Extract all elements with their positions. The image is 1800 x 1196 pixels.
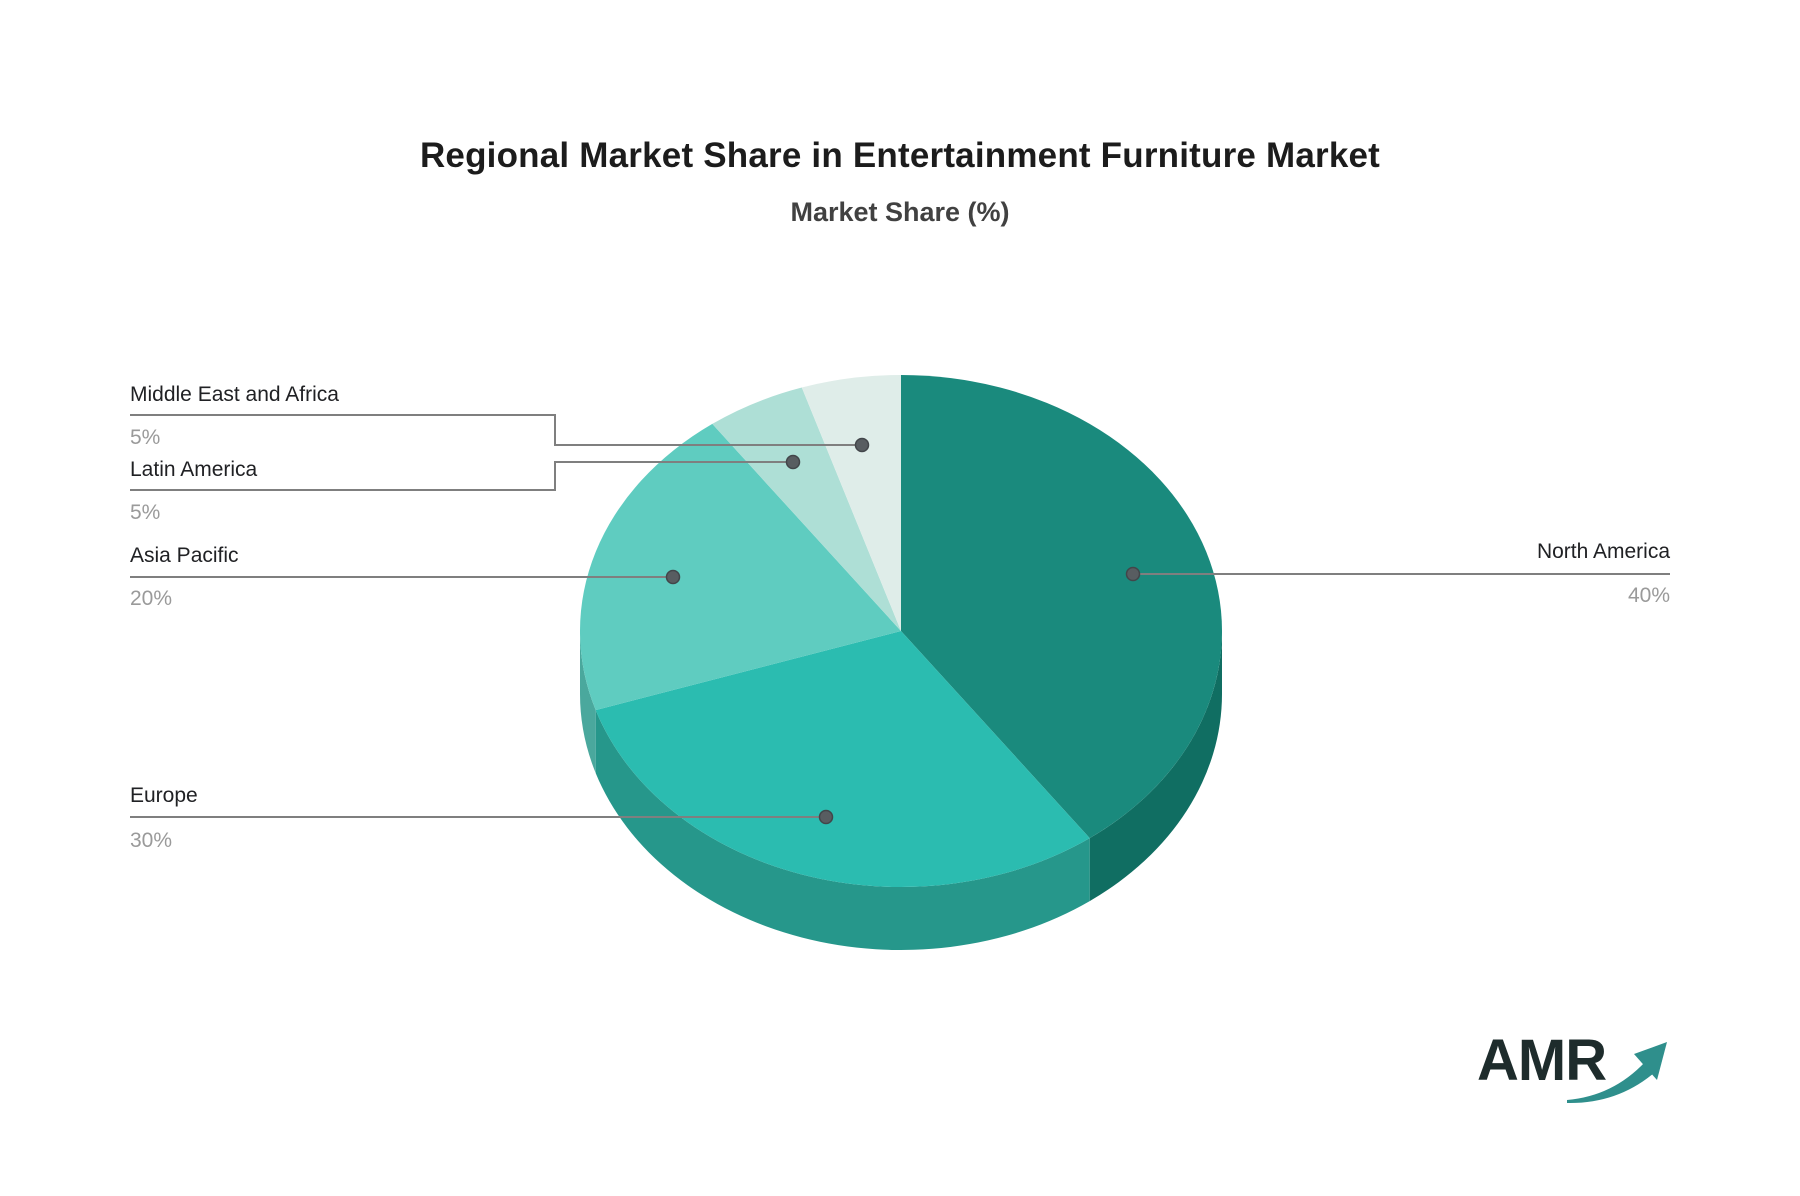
callout-value-europe: 30% (130, 829, 173, 852)
pie-slice-middle-east-and-africa[interactable] (801, 375, 901, 631)
callout-dot-europe (818, 809, 834, 825)
callout-line-middle-east-and-africa (130, 414, 862, 446)
amr-logo-arrow-icon (1567, 1042, 1667, 1104)
chart-subtitle: Market Share (%) (790, 197, 1010, 227)
callout-line-latin-america (130, 461, 793, 491)
callout-label-north-america: North America (1536, 540, 1670, 563)
pie-slice-europe[interactable] (595, 631, 1090, 888)
chart-title: Regional Market Share in Entertainment F… (419, 136, 1381, 175)
amr-logo-text: AMR (1477, 1028, 1607, 1093)
callout-value-latin-america: 5% (130, 501, 161, 524)
callout-label-asia-pacific: Asia Pacific (130, 544, 239, 567)
callout-dot-asia-pacific (665, 569, 681, 585)
amr-logo: AMR (1477, 1030, 1677, 1110)
callout-dot-latin-america (785, 454, 801, 470)
pie-slice-north-america[interactable] (901, 375, 1223, 839)
callout-value-north-america: 40% (1627, 584, 1670, 607)
callout-value-middle-east-and-africa: 5% (130, 426, 161, 449)
pie-slice-latin-america[interactable] (712, 387, 901, 632)
callout-label-latin-america: Latin America (130, 458, 258, 481)
callout-value-asia-pacific: 20% (130, 587, 173, 610)
callout-dot-north-america (1125, 566, 1141, 582)
callout-dot-middle-east-and-africa (854, 437, 870, 453)
callout-label-middle-east-and-africa: Middle East and Africa (130, 383, 339, 406)
callout-label-europe: Europe (130, 784, 198, 807)
pie-slice-side-europe (595, 710, 1090, 951)
pie-slice-side-north-america (1089, 631, 1222, 902)
pie-slice-asia-pacific[interactable] (579, 423, 901, 711)
pie-slice-side-asia-pacific (580, 631, 596, 774)
